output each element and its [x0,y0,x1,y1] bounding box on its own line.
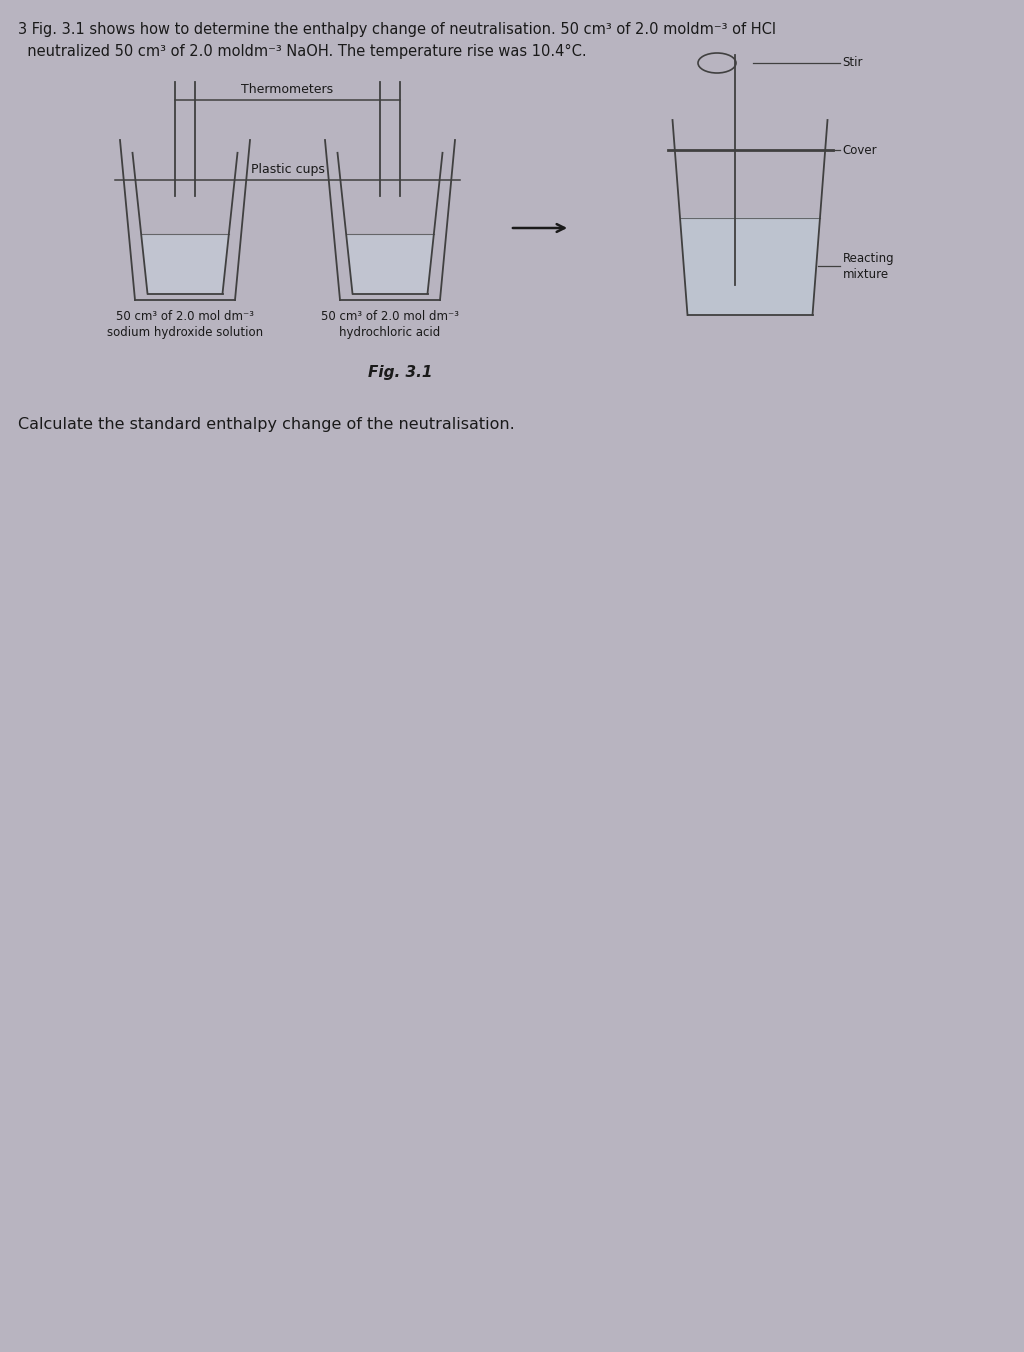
Polygon shape [141,234,228,293]
Text: neutralized 50 cm³ of 2.0 moldm⁻³ NaOH. The temperature rise was 10.4°C.: neutralized 50 cm³ of 2.0 moldm⁻³ NaOH. … [18,45,587,59]
Text: Thermometers: Thermometers [242,82,334,96]
Text: Fig. 3.1: Fig. 3.1 [368,365,432,380]
Text: 50 cm³ of 2.0 mol dm⁻³: 50 cm³ of 2.0 mol dm⁻³ [321,310,459,323]
Text: Calculate the standard enthalpy change of the neutralisation.: Calculate the standard enthalpy change o… [18,416,515,433]
Text: hydrochloric acid: hydrochloric acid [339,326,440,339]
Polygon shape [680,218,820,315]
Text: Reacting
mixture: Reacting mixture [843,251,894,281]
Text: Stir: Stir [843,57,863,69]
Text: 50 cm³ of 2.0 mol dm⁻³: 50 cm³ of 2.0 mol dm⁻³ [116,310,254,323]
Polygon shape [346,234,434,293]
Text: 3 Fig. 3.1 shows how to determine the enthalpy change of neutralisation. 50 cm³ : 3 Fig. 3.1 shows how to determine the en… [18,22,776,37]
Text: sodium hydroxide solution: sodium hydroxide solution [106,326,263,339]
Text: Plastic cups: Plastic cups [251,164,325,176]
Text: Cover: Cover [843,143,878,157]
